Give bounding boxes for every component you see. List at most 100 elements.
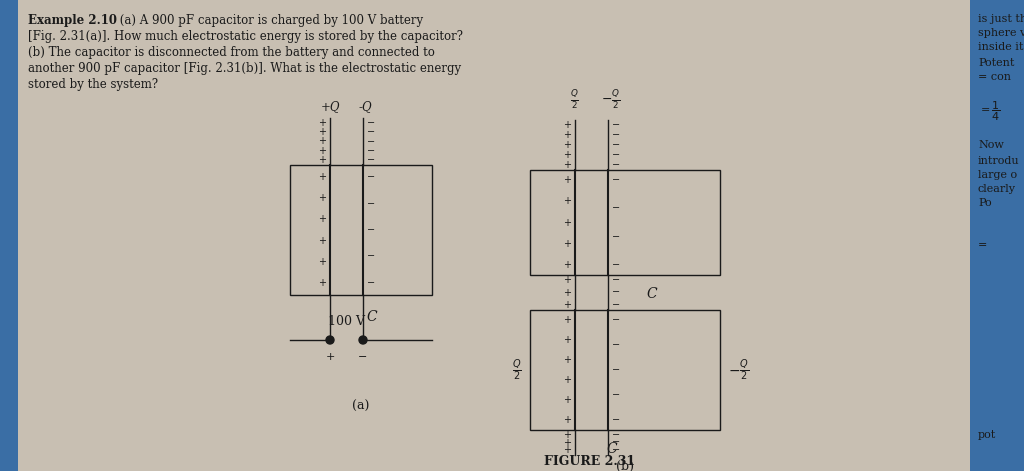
Bar <box>970 0 1024 471</box>
Text: −: − <box>612 120 621 130</box>
Text: +: + <box>318 214 326 224</box>
Text: −: − <box>367 127 375 137</box>
Text: −: − <box>612 140 621 150</box>
Text: (b) The capacitor is disconnected from the battery and connected to: (b) The capacitor is disconnected from t… <box>28 46 435 59</box>
Bar <box>530 310 720 430</box>
Text: +: + <box>563 120 571 130</box>
Text: stored by the system?: stored by the system? <box>28 78 158 91</box>
Text: −: − <box>612 315 621 325</box>
Text: +: + <box>563 260 571 270</box>
Text: −: − <box>612 260 621 270</box>
Text: $\frac{Q}{2}$: $\frac{Q}{2}$ <box>512 357 522 383</box>
Text: $\frac{Q}{2}$: $\frac{Q}{2}$ <box>569 89 579 112</box>
Text: =: = <box>978 240 987 250</box>
Text: Now: Now <box>978 140 1004 150</box>
Text: C: C <box>367 310 377 324</box>
Text: +: + <box>563 218 571 227</box>
Text: −: − <box>367 137 375 146</box>
Text: −: − <box>358 352 368 362</box>
Text: sphere var: sphere var <box>978 28 1024 38</box>
Text: +: + <box>563 315 571 325</box>
Text: +: + <box>563 300 571 310</box>
Text: +: + <box>318 155 326 165</box>
Text: = con: = con <box>978 72 1011 82</box>
Text: +: + <box>563 415 571 425</box>
Text: +: + <box>563 438 571 447</box>
Text: −: − <box>612 340 621 350</box>
Bar <box>530 170 720 275</box>
Text: +: + <box>563 335 571 345</box>
Text: −: − <box>612 275 621 285</box>
Text: −: − <box>612 232 621 242</box>
Text: +: + <box>318 193 326 203</box>
Text: $=\dfrac{1}{4}$: $=\dfrac{1}{4}$ <box>978 100 1000 123</box>
Text: (a): (a) <box>352 400 370 413</box>
Text: another 900 pF capacitor [Fig. 2.31(b)]. What is the electrostatic energy: another 900 pF capacitor [Fig. 2.31(b)].… <box>28 62 461 75</box>
Text: +: + <box>318 257 326 267</box>
Text: +: + <box>318 146 326 156</box>
Text: +: + <box>563 140 571 150</box>
Text: −: − <box>612 130 621 140</box>
Text: (b): (b) <box>616 460 634 471</box>
Text: 100 V: 100 V <box>328 315 365 328</box>
Text: C: C <box>646 287 656 301</box>
Text: −: − <box>612 175 621 185</box>
Text: −: − <box>612 203 621 213</box>
Text: Potent: Potent <box>978 58 1015 68</box>
Text: +: + <box>318 127 326 137</box>
Text: +: + <box>563 355 571 365</box>
Text: −: − <box>612 365 621 375</box>
Text: −: − <box>612 438 621 447</box>
Text: +: + <box>563 395 571 405</box>
Text: +: + <box>318 172 326 182</box>
Text: −: − <box>612 160 621 170</box>
Text: −: − <box>367 172 375 182</box>
Text: +Q: +Q <box>321 100 340 113</box>
Text: +: + <box>563 275 571 285</box>
Text: +: + <box>318 137 326 146</box>
Text: +: + <box>563 150 571 160</box>
Circle shape <box>326 336 334 344</box>
Text: −: − <box>612 415 621 425</box>
Text: large o: large o <box>978 170 1017 180</box>
Text: +: + <box>563 130 571 140</box>
Text: +: + <box>563 287 571 298</box>
Text: +: + <box>563 375 571 385</box>
Text: −: − <box>367 146 375 156</box>
Text: −: − <box>612 287 621 298</box>
Text: −: − <box>367 225 375 235</box>
Text: -Q: -Q <box>358 100 372 113</box>
Text: Example 2.10: Example 2.10 <box>28 14 117 27</box>
Text: −: − <box>367 155 375 165</box>
Text: +: + <box>318 236 326 245</box>
Text: Po: Po <box>978 198 991 208</box>
Text: +: + <box>563 239 571 249</box>
Text: inside it is: inside it is <box>978 42 1024 52</box>
Text: +: + <box>563 430 571 440</box>
Text: +: + <box>563 175 571 185</box>
Text: −: − <box>612 430 621 440</box>
Text: [Fig. 2.31(a)]. How much electrostatic energy is stored by the capacitor?: [Fig. 2.31(a)]. How much electrostatic e… <box>28 30 463 43</box>
Text: −: − <box>367 278 375 288</box>
Circle shape <box>359 336 367 344</box>
Text: C: C <box>606 442 616 456</box>
Text: +: + <box>318 118 326 128</box>
Text: −: − <box>367 252 375 261</box>
Text: $-\frac{Q}{2}$: $-\frac{Q}{2}$ <box>601 89 621 112</box>
Text: $-\frac{Q}{2}$: $-\frac{Q}{2}$ <box>728 357 750 383</box>
Bar <box>0 0 18 471</box>
Text: −: − <box>367 198 375 209</box>
Text: (a) A 900 pF capacitor is charged by 100 V battery: (a) A 900 pF capacitor is charged by 100… <box>116 14 423 27</box>
Text: +: + <box>563 160 571 170</box>
Text: introdu: introdu <box>978 156 1020 166</box>
Text: pot: pot <box>978 430 996 440</box>
Text: −: − <box>612 445 621 455</box>
Text: −: − <box>612 150 621 160</box>
Text: FIGURE 2.31: FIGURE 2.31 <box>545 455 636 468</box>
Text: is just tha: is just tha <box>978 14 1024 24</box>
Text: +: + <box>318 278 326 288</box>
Text: clearly: clearly <box>978 184 1016 194</box>
Text: −: − <box>367 118 375 128</box>
Text: +: + <box>326 352 335 362</box>
Text: +: + <box>563 196 571 206</box>
